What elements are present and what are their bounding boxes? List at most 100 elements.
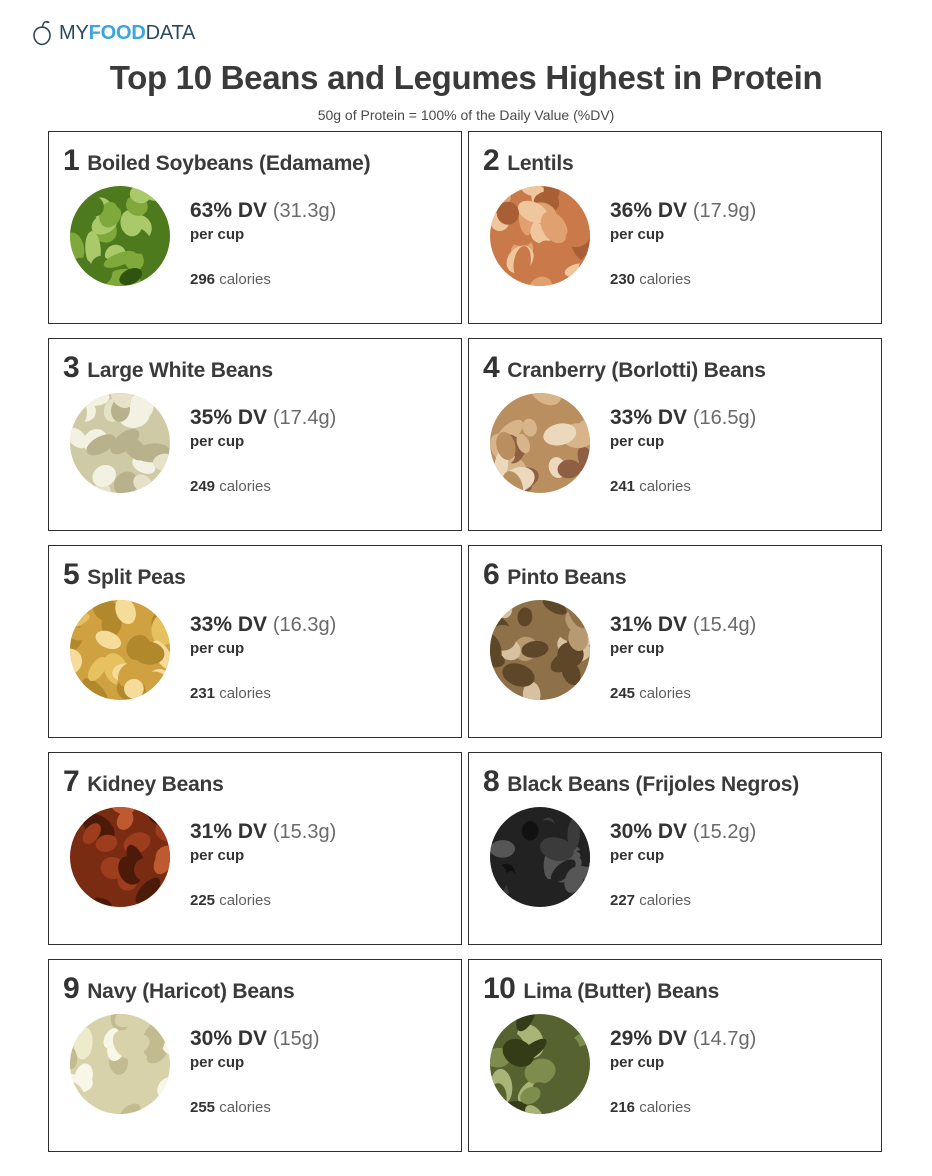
food-card-body: 31% DV (15.4g) per cup 245 calories bbox=[483, 600, 867, 704]
food-card-body: 30% DV (15.2g) per cup 227 calories bbox=[483, 807, 867, 911]
food-card-body: 30% DV (15g) per cup 255 calories bbox=[63, 1014, 447, 1118]
protein-grams: (14.7g) bbox=[692, 1028, 757, 1050]
rank-number: 8 bbox=[483, 765, 500, 798]
protein-dv-line: 63% DV (31.3g) bbox=[190, 198, 336, 224]
large-white-beans-photo bbox=[70, 393, 170, 493]
calories-value: 241 bbox=[610, 478, 636, 495]
logo-text-food: FOOD bbox=[88, 22, 146, 44]
food-card-header: 1 Boiled Soybeans (Edamame) bbox=[63, 144, 447, 180]
protein-dv-percent: 29% DV bbox=[610, 1027, 688, 1050]
rank-number: 5 bbox=[63, 558, 80, 591]
protein-grams: (16.3g) bbox=[272, 614, 337, 636]
site-logo[interactable]: MYFOODDATA bbox=[30, 16, 195, 50]
calories-line: 249 calories bbox=[190, 477, 336, 497]
food-card-header: 7 Kidney Beans bbox=[63, 765, 447, 801]
calories-value: 225 bbox=[190, 892, 216, 909]
protein-grams: (15g) bbox=[272, 1028, 320, 1050]
serving-size: per cup bbox=[190, 1054, 245, 1071]
food-card-header: 2 Lentils bbox=[483, 144, 867, 180]
nutrition-facts: 63% DV (31.3g) per cup 296 calories bbox=[190, 186, 336, 290]
black-beans-photo bbox=[490, 807, 590, 907]
calories-label: calories bbox=[639, 685, 691, 702]
page-title: Top 10 Beans and Legumes Highest in Prot… bbox=[109, 59, 823, 96]
pinto-beans-photo bbox=[490, 600, 590, 700]
food-card-grid: 1 Boiled Soybeans (Edamame) 63% DV (31.3g)… bbox=[48, 131, 882, 1152]
split-peas-photo bbox=[70, 600, 170, 700]
nutrition-facts: 31% DV (15.4g) per cup 245 calories bbox=[610, 600, 756, 704]
protein-dv-percent: 31% DV bbox=[610, 613, 688, 636]
calories-value: 227 bbox=[610, 892, 636, 909]
food-card-body: 63% DV (31.3g) per cup 296 calories bbox=[63, 186, 447, 290]
food-name: Cranberry (Borlotti) Beans bbox=[507, 359, 766, 382]
protein-dv-percent: 30% DV bbox=[190, 1027, 268, 1050]
food-card[interactable]: 4 Cranberry (Borlotti) Beans 33% DV (16.5g… bbox=[468, 338, 882, 531]
food-card-header: 4 Cranberry (Borlotti) Beans bbox=[483, 351, 867, 387]
food-name: Lima (Butter) Beans bbox=[523, 980, 720, 1003]
food-card[interactable]: 9 Navy (Haricot) Beans 30% DV (15g) per cup… bbox=[48, 959, 462, 1152]
protein-dv-percent: 31% DV bbox=[190, 820, 268, 843]
food-name: Kidney Beans bbox=[87, 773, 224, 796]
protein-grams: (17.9g) bbox=[692, 200, 757, 222]
protein-dv-line: 30% DV (15.2g) bbox=[610, 819, 756, 845]
calories-label: calories bbox=[639, 271, 691, 288]
protein-grams: (31.3g) bbox=[272, 200, 337, 222]
food-card-body: 35% DV (17.4g) per cup 249 calories bbox=[63, 393, 447, 497]
protein-dv-line: 35% DV (17.4g) bbox=[190, 405, 336, 431]
protein-dv-line: 31% DV (15.3g) bbox=[190, 819, 336, 845]
calories-value: 245 bbox=[610, 685, 636, 702]
logo-text-my: MY bbox=[59, 22, 89, 44]
protein-grams: (16.5g) bbox=[692, 407, 757, 429]
calories-value: 231 bbox=[190, 685, 216, 702]
food-card-header: 8 Black Beans (Frijoles Negros) bbox=[483, 765, 867, 801]
food-card[interactable]: 7 Kidney Beans 31% DV (15.3g) per cup 225 ca… bbox=[48, 752, 462, 945]
protein-dv-line: 36% DV (17.9g) bbox=[610, 198, 756, 224]
food-card-body: 29% DV (14.7g) per cup 216 calories bbox=[483, 1014, 867, 1118]
food-card[interactable]: 6 Pinto Beans 31% DV (15.4g) per cup 245 cal… bbox=[468, 545, 882, 738]
calories-line: 296 calories bbox=[190, 270, 336, 290]
kidney-beans-photo bbox=[70, 807, 170, 907]
food-name: Black Beans (Frijoles Negros) bbox=[507, 773, 799, 796]
serving-size: per cup bbox=[190, 847, 245, 864]
protein-dv-percent: 33% DV bbox=[610, 406, 688, 429]
food-card[interactable]: 10 Lima (Butter) Beans 29% DV (14.7g) per c… bbox=[468, 959, 882, 1152]
protein-grams: (15.2g) bbox=[692, 821, 757, 843]
food-card-body: 33% DV (16.3g) per cup 231 calories bbox=[63, 600, 447, 704]
food-card[interactable]: 5 Split Peas 33% DV (16.3g) per cup 231 calo… bbox=[48, 545, 462, 738]
protein-dv-percent: 35% DV bbox=[190, 406, 268, 429]
logo-text-data: DATA bbox=[145, 22, 196, 44]
calories-line: 255 calories bbox=[190, 1098, 320, 1118]
calories-label: calories bbox=[219, 478, 271, 495]
calories-label: calories bbox=[639, 1099, 691, 1116]
rank-number: 9 bbox=[63, 972, 80, 1005]
calories-value: 216 bbox=[610, 1099, 636, 1116]
lentils-photo bbox=[490, 186, 590, 286]
nutrition-facts: 30% DV (15.2g) per cup 227 calories bbox=[610, 807, 756, 911]
calories-value: 249 bbox=[190, 478, 216, 495]
nutrition-facts: 33% DV (16.5g) per cup 241 calories bbox=[610, 393, 756, 497]
food-card[interactable]: 8 Black Beans (Frijoles Negros) 30% DV (15… bbox=[468, 752, 882, 945]
calories-line: 231 calories bbox=[190, 684, 336, 704]
food-name: Navy (Haricot) Beans bbox=[87, 980, 295, 1003]
serving-size: per cup bbox=[190, 433, 245, 450]
food-name: Large White Beans bbox=[87, 359, 273, 382]
food-card[interactable]: 2 Lentils 36% DV (17.9g) per cup 230 calorie… bbox=[468, 131, 882, 324]
food-card-header: 9 Navy (Haricot) Beans bbox=[63, 972, 447, 1008]
food-card-body: 33% DV (16.5g) per cup 241 calories bbox=[483, 393, 867, 497]
serving-size: per cup bbox=[610, 847, 665, 864]
calories-label: calories bbox=[639, 892, 691, 909]
rank-number: 10 bbox=[483, 972, 516, 1005]
food-card[interactable]: 3 Large White Beans 35% DV (17.4g) per cup 2… bbox=[48, 338, 462, 531]
navy-beans-photo bbox=[70, 1014, 170, 1114]
nutrition-facts: 36% DV (17.9g) per cup 230 calories bbox=[610, 186, 756, 290]
protein-dv-percent: 36% DV bbox=[610, 199, 688, 222]
rank-number: 3 bbox=[63, 351, 80, 384]
food-card[interactable]: 1 Boiled Soybeans (Edamame) 63% DV (31.3g)… bbox=[48, 131, 462, 324]
rank-number: 7 bbox=[63, 765, 80, 798]
rank-number: 4 bbox=[483, 351, 500, 384]
rank-number: 6 bbox=[483, 558, 500, 591]
serving-size: per cup bbox=[190, 226, 245, 243]
serving-size: per cup bbox=[610, 640, 665, 657]
nutrition-facts: 30% DV (15g) per cup 255 calories bbox=[190, 1014, 320, 1118]
nutrition-facts: 35% DV (17.4g) per cup 249 calories bbox=[190, 393, 336, 497]
